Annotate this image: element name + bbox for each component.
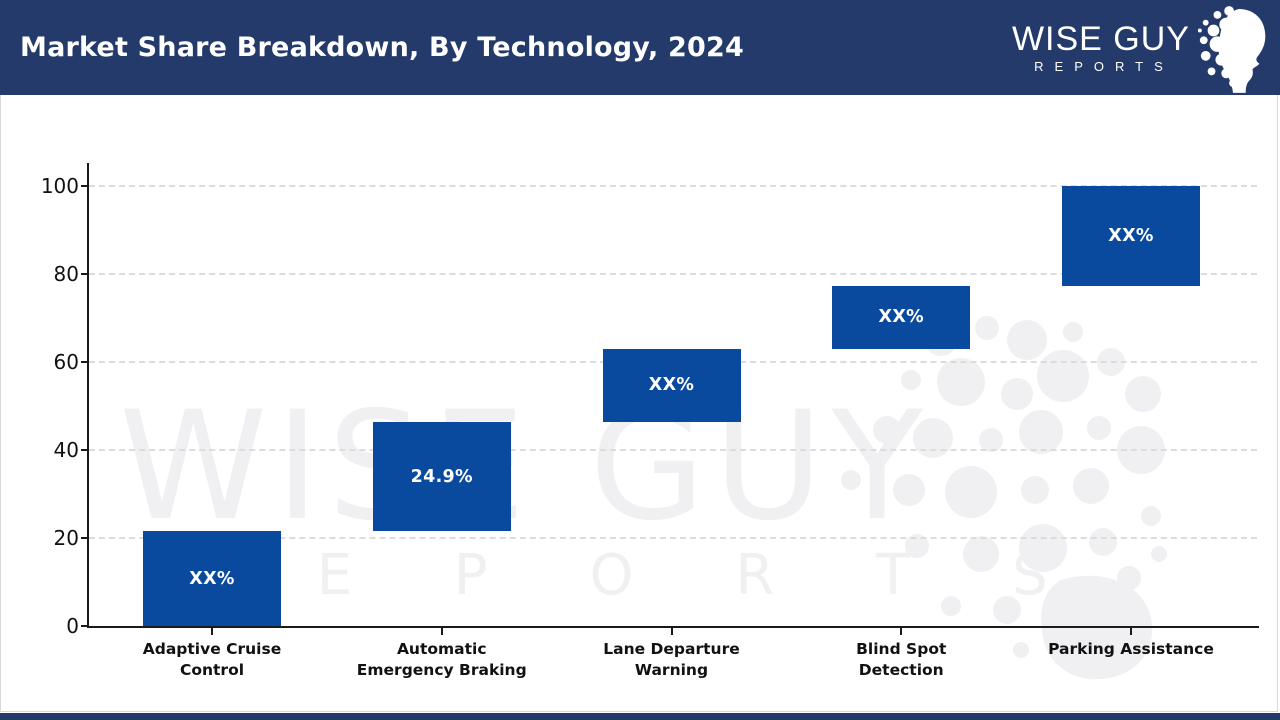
watermark-text-1: WISE GUY [119, 380, 931, 554]
x-tick-label: Lane Departure Warning [557, 639, 787, 681]
y-tick-label: 60 [53, 350, 79, 374]
y-tick-label: 80 [53, 262, 79, 286]
x-tick-label: Adaptive Cruise Control [97, 639, 327, 681]
bar-value-label: 24.9% [410, 466, 473, 487]
x-tick-mark [211, 628, 213, 635]
bar-value-label: XX% [878, 307, 924, 328]
x-tick-label-line: Detection [858, 661, 944, 679]
x-tick-mark [440, 628, 443, 635]
gridline-100 [89, 185, 1257, 187]
y-tick-label: 40 [53, 438, 79, 462]
brand-logo: WISE GUY REPORTS [1012, 0, 1272, 95]
bar-value-label: XX% [648, 375, 695, 396]
chart-title: Market Share Breakdown, By Technology, 2… [20, 32, 745, 63]
y-tick-label: 20 [53, 526, 79, 550]
x-tick-mark [670, 628, 673, 635]
watermark-face-icon [841, 316, 1167, 680]
y-tick-mark [81, 185, 89, 187]
gridline-80 [89, 273, 1257, 275]
x-tick-label-line: Adaptive Cruise [142, 640, 282, 658]
bar-segment: XX% [143, 531, 281, 626]
x-tick-label: Parking Assistance [1016, 639, 1246, 660]
brand-logo-text: WISE GUY REPORTS [1012, 22, 1190, 74]
brand-face-icon [1197, 5, 1266, 93]
x-tick-label-line: Emergency Braking [356, 661, 527, 679]
brand-subtitle: REPORTS [1034, 58, 1174, 74]
watermark-text-2: R E P O R T S [176, 543, 1090, 608]
x-tick-label: Automatic Emergency Braking [327, 639, 557, 681]
y-tick-mark [81, 449, 89, 451]
x-tick-mark [900, 628, 903, 635]
x-tick-mark [1130, 628, 1132, 635]
bar-segment: XX% [1062, 186, 1200, 286]
bar-segment: XX% [602, 348, 741, 422]
x-axis-line [87, 626, 1259, 628]
footer-bar [0, 713, 1280, 720]
x-tick-label-line: Lane Departure [603, 640, 740, 658]
x-tick-label-line: Automatic [396, 640, 487, 658]
bar-value-label: XX% [1108, 225, 1154, 246]
y-tick-label: 0 [66, 614, 79, 638]
bar-value-label: XX% [189, 568, 235, 589]
y-tick-mark [81, 273, 89, 275]
y-tick-mark [81, 537, 89, 539]
gridline-40 [89, 449, 1257, 451]
x-tick-label-line: Parking Assistance [1048, 640, 1214, 658]
y-tick-label: 100 [40, 174, 79, 198]
bar-segment: XX% [832, 285, 971, 349]
x-tick-label: Blind Spot Detection [786, 639, 1016, 681]
bar-segment: 24.9% [372, 421, 511, 532]
x-tick-label-line: Warning [634, 661, 709, 679]
y-axis-line [87, 163, 89, 628]
gridline-20 [89, 537, 1257, 539]
x-tick-label-line: Blind Spot [856, 640, 947, 658]
y-tick-mark [81, 625, 89, 627]
x-tick-label-line: Control [179, 661, 245, 679]
brand-name: WISE GUY [1011, 19, 1190, 58]
chart-canvas: WISE GUY R E P O R T S [0, 95, 1278, 712]
y-tick-mark [81, 361, 89, 363]
header-bar: Market Share Breakdown, By Technology, 2… [0, 0, 1280, 95]
